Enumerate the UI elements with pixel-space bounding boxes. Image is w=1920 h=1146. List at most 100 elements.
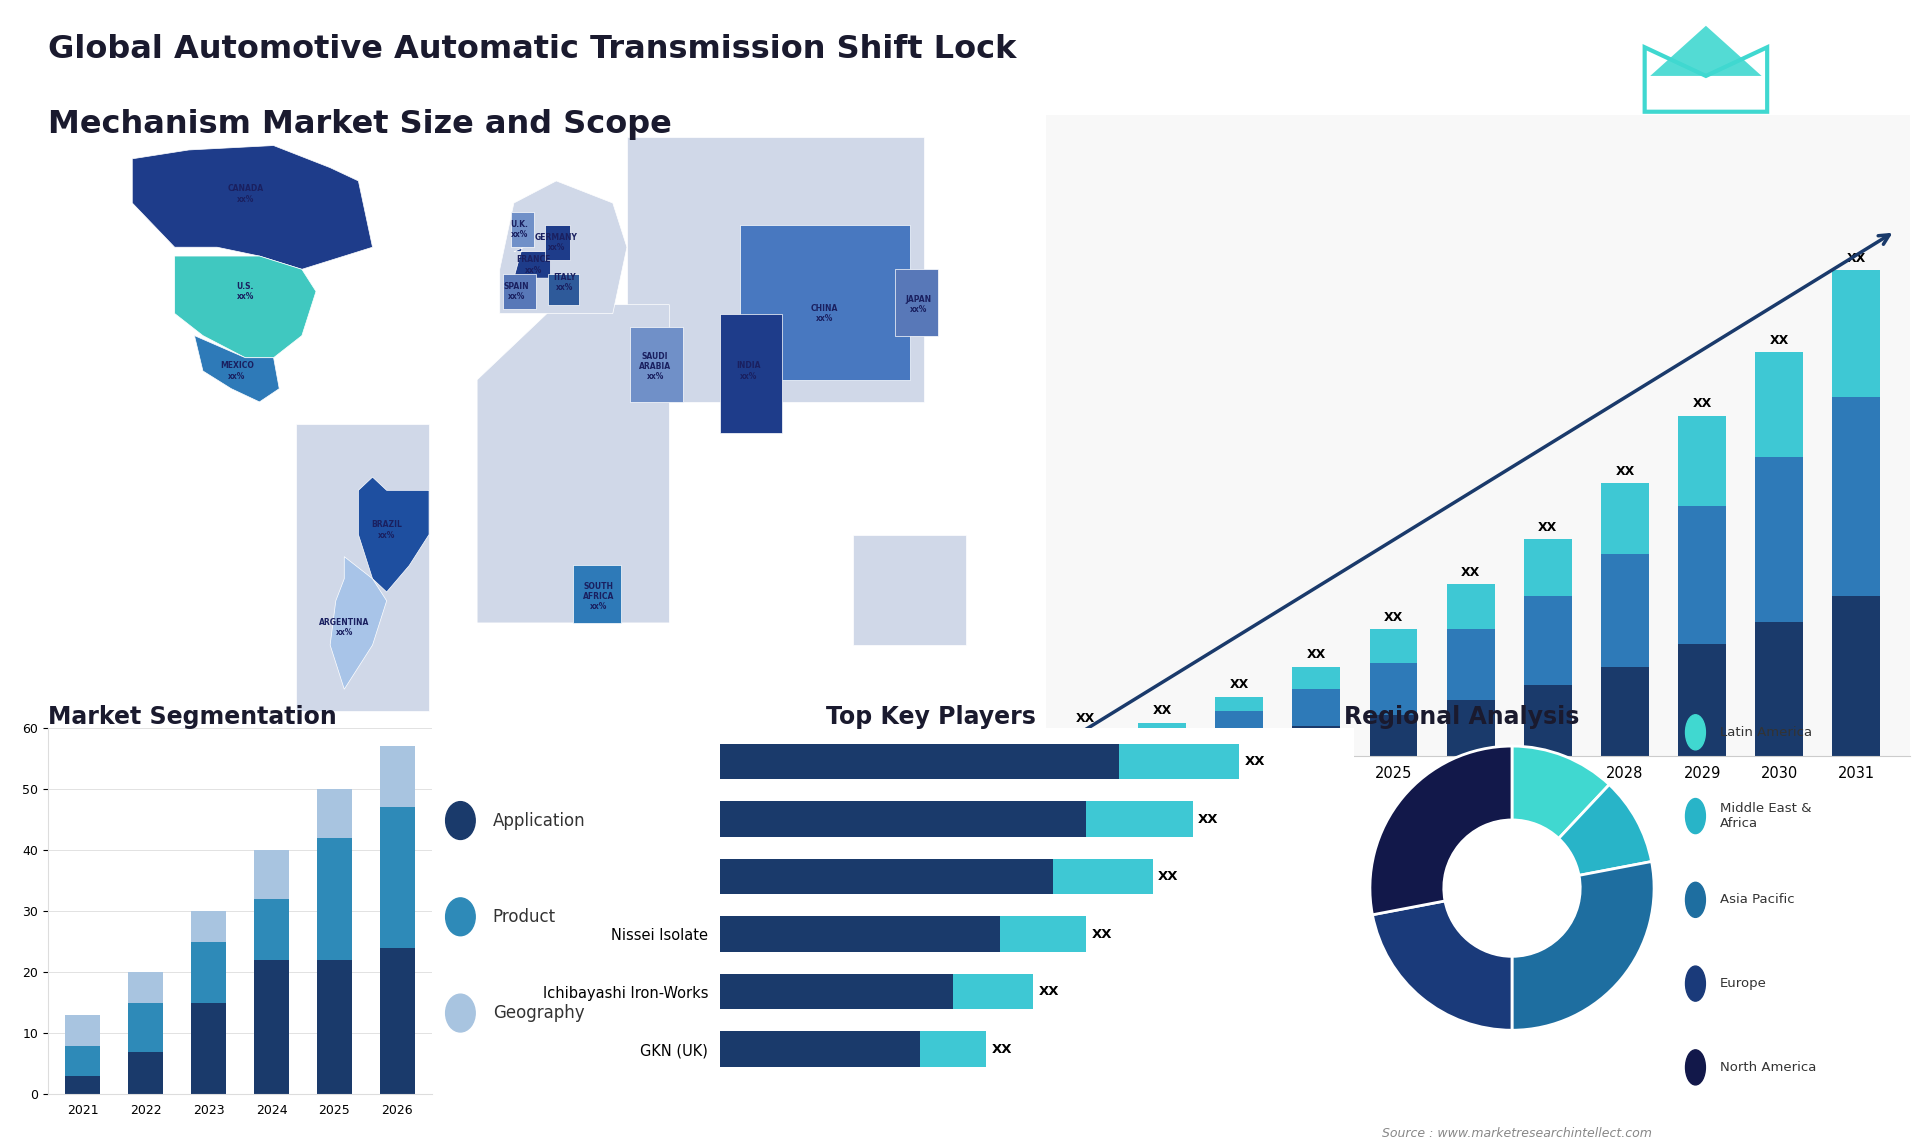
Bar	[1369, 662, 1417, 715]
Bar	[129, 972, 163, 1003]
Text: CANADA
xx%: CANADA xx%	[227, 185, 263, 204]
Polygon shape	[574, 565, 622, 623]
Bar	[65, 1076, 100, 1094]
Bar	[1062, 738, 1110, 748]
Text: XX: XX	[1152, 704, 1171, 717]
Text: BRAZIL
xx%: BRAZIL xx%	[371, 520, 401, 540]
Bar	[1832, 596, 1880, 756]
Bar	[1448, 700, 1494, 756]
Bar	[1832, 270, 1880, 398]
Bar	[317, 788, 351, 838]
Bar	[317, 838, 351, 960]
Bar	[1292, 727, 1340, 756]
Text: CHINA
xx%: CHINA xx%	[810, 304, 839, 323]
Bar	[317, 960, 351, 1094]
Text: INTELLECT: INTELLECT	[1795, 104, 1857, 113]
Polygon shape	[330, 557, 386, 689]
Circle shape	[1686, 715, 1705, 749]
Polygon shape	[175, 256, 317, 358]
Bar	[920, 1031, 987, 1067]
Text: SAUDI
ARABIA
xx%: SAUDI ARABIA xx%	[639, 352, 672, 382]
Polygon shape	[628, 136, 924, 402]
Bar	[1678, 505, 1726, 644]
Bar	[1678, 644, 1726, 756]
Bar	[720, 744, 1119, 779]
Text: XX: XX	[1847, 252, 1866, 265]
Bar	[1755, 457, 1803, 622]
Text: GERMANY
xx%: GERMANY xx%	[536, 233, 578, 252]
Bar	[253, 898, 288, 960]
Bar	[1087, 801, 1192, 837]
Bar	[1139, 730, 1187, 745]
Text: Source : www.marketresearchintellect.com: Source : www.marketresearchintellect.com	[1382, 1128, 1653, 1140]
Bar	[1052, 858, 1152, 894]
Bar	[65, 1045, 100, 1076]
Bar	[1062, 730, 1110, 738]
Bar	[129, 1003, 163, 1052]
Text: XX: XX	[1039, 986, 1058, 998]
Wedge shape	[1511, 862, 1653, 1030]
Bar	[720, 974, 952, 1010]
Text: FRANCE
xx%: FRANCE xx%	[516, 256, 551, 275]
Text: U.K.
xx%: U.K. xx%	[511, 220, 528, 240]
Text: RESEARCH: RESEARCH	[1795, 76, 1857, 85]
Text: Global Automotive Automatic Transmission Shift Lock: Global Automotive Automatic Transmission…	[48, 34, 1016, 65]
Bar	[1000, 917, 1087, 952]
Bar	[1524, 596, 1572, 685]
Bar	[1601, 484, 1649, 555]
Polygon shape	[852, 534, 966, 645]
Text: Middle East &
Africa: Middle East & Africa	[1720, 802, 1811, 830]
Text: XX: XX	[1693, 398, 1713, 410]
Circle shape	[1686, 882, 1705, 917]
Bar	[720, 917, 1000, 952]
Text: Geography: Geography	[493, 1004, 584, 1022]
Text: Europe: Europe	[1720, 978, 1766, 990]
Wedge shape	[1511, 746, 1609, 839]
Bar	[1215, 697, 1263, 712]
Circle shape	[445, 898, 476, 935]
Bar	[192, 1003, 227, 1094]
Bar	[1601, 555, 1649, 667]
Polygon shape	[547, 274, 580, 305]
Text: XX: XX	[1308, 647, 1327, 661]
Text: North America: North America	[1720, 1061, 1816, 1074]
Text: Product: Product	[493, 908, 555, 926]
Bar	[1448, 584, 1494, 629]
Text: XX: XX	[1158, 870, 1179, 884]
Bar	[1062, 748, 1110, 756]
Polygon shape	[194, 336, 278, 402]
Bar	[192, 911, 227, 942]
Text: XX: XX	[1244, 755, 1265, 768]
Polygon shape	[503, 274, 536, 309]
Polygon shape	[359, 477, 428, 592]
Text: INDIA
xx%: INDIA xx%	[735, 361, 760, 380]
Circle shape	[1686, 966, 1705, 1002]
Text: Regional Analysis: Regional Analysis	[1344, 705, 1580, 729]
Text: ARGENTINA
xx%: ARGENTINA xx%	[319, 618, 369, 637]
Text: XX: XX	[991, 1043, 1012, 1055]
Circle shape	[1444, 819, 1580, 957]
Text: XX: XX	[1461, 566, 1480, 579]
Bar	[380, 746, 415, 807]
Text: Top Key Players: Top Key Players	[826, 705, 1035, 729]
Polygon shape	[478, 305, 670, 623]
Polygon shape	[720, 314, 783, 433]
Bar	[1524, 685, 1572, 756]
Bar	[1292, 689, 1340, 727]
Text: XX: XX	[1075, 712, 1094, 724]
Polygon shape	[296, 424, 428, 712]
Wedge shape	[1559, 785, 1651, 876]
Text: Application: Application	[493, 811, 586, 830]
Polygon shape	[545, 225, 570, 260]
Polygon shape	[499, 181, 628, 314]
Polygon shape	[1649, 26, 1763, 76]
Bar	[720, 801, 1087, 837]
Text: SPAIN
xx%: SPAIN xx%	[503, 282, 530, 301]
Text: XX: XX	[1198, 813, 1219, 825]
Polygon shape	[515, 243, 551, 278]
Bar	[1119, 744, 1238, 779]
Text: XX: XX	[1092, 927, 1112, 941]
Circle shape	[445, 802, 476, 839]
Bar	[380, 948, 415, 1094]
Wedge shape	[1373, 901, 1511, 1030]
